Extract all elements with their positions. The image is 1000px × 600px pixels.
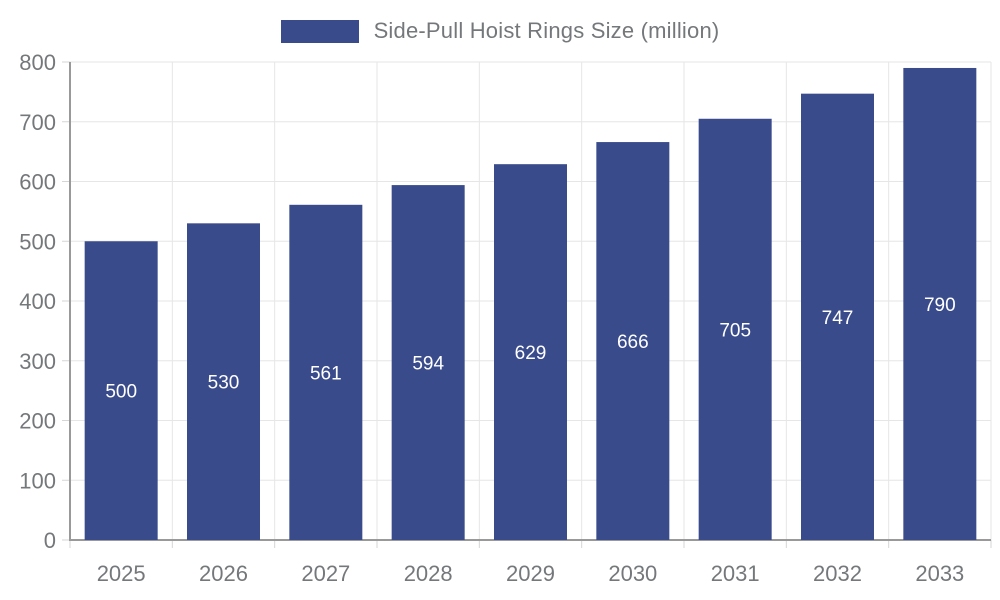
bar-value-label: 500 bbox=[105, 382, 137, 403]
y-axis-tick-label: 800 bbox=[19, 50, 56, 75]
y-axis-tick-label: 500 bbox=[19, 229, 56, 254]
y-axis-tick-label: 700 bbox=[19, 110, 56, 135]
x-axis-tick-label: 2025 bbox=[97, 561, 146, 586]
x-axis-tick-label: 2028 bbox=[404, 561, 453, 586]
bar bbox=[903, 67, 977, 540]
bar bbox=[84, 241, 158, 540]
x-axis-tick-label: 2030 bbox=[608, 561, 657, 586]
bar-value-label: 629 bbox=[515, 343, 547, 364]
legend-label: Side-Pull Hoist Rings Size (million) bbox=[373, 18, 720, 43]
bar-value-label: 530 bbox=[208, 373, 240, 394]
x-axis-tick-label: 2033 bbox=[915, 561, 964, 586]
y-axis-tick-label: 400 bbox=[19, 289, 56, 314]
bar-value-label: 594 bbox=[412, 354, 444, 375]
legend-swatch bbox=[280, 19, 359, 43]
bar-value-label: 561 bbox=[310, 363, 342, 384]
x-axis-tick-label: 2032 bbox=[813, 561, 862, 586]
bar bbox=[801, 93, 874, 540]
bar bbox=[494, 164, 567, 541]
bar bbox=[187, 223, 260, 540]
x-axis-tick-label: 2027 bbox=[301, 561, 350, 586]
bar bbox=[391, 185, 465, 540]
x-axis-tick-label: 2026 bbox=[199, 561, 248, 586]
x-axis-tick-label: 2029 bbox=[506, 561, 555, 586]
x-axis-tick-label: 2031 bbox=[711, 561, 760, 586]
y-axis-tick-label: 100 bbox=[19, 468, 56, 493]
chart-legend[interactable]: Side-Pull Hoist Rings Size (million) bbox=[0, 18, 1000, 44]
bar-value-label: 747 bbox=[822, 308, 854, 329]
bar bbox=[289, 204, 363, 541]
y-axis-tick-label: 600 bbox=[19, 170, 56, 195]
bar-value-label: 705 bbox=[719, 320, 751, 341]
y-axis-tick-label: 0 bbox=[44, 528, 56, 553]
bar-value-label: 790 bbox=[924, 295, 956, 316]
bar bbox=[698, 118, 772, 540]
y-axis-tick-label: 300 bbox=[19, 349, 56, 374]
y-axis-tick-label: 200 bbox=[19, 409, 56, 434]
bar-value-label: 666 bbox=[617, 332, 649, 353]
bar bbox=[596, 142, 670, 540]
